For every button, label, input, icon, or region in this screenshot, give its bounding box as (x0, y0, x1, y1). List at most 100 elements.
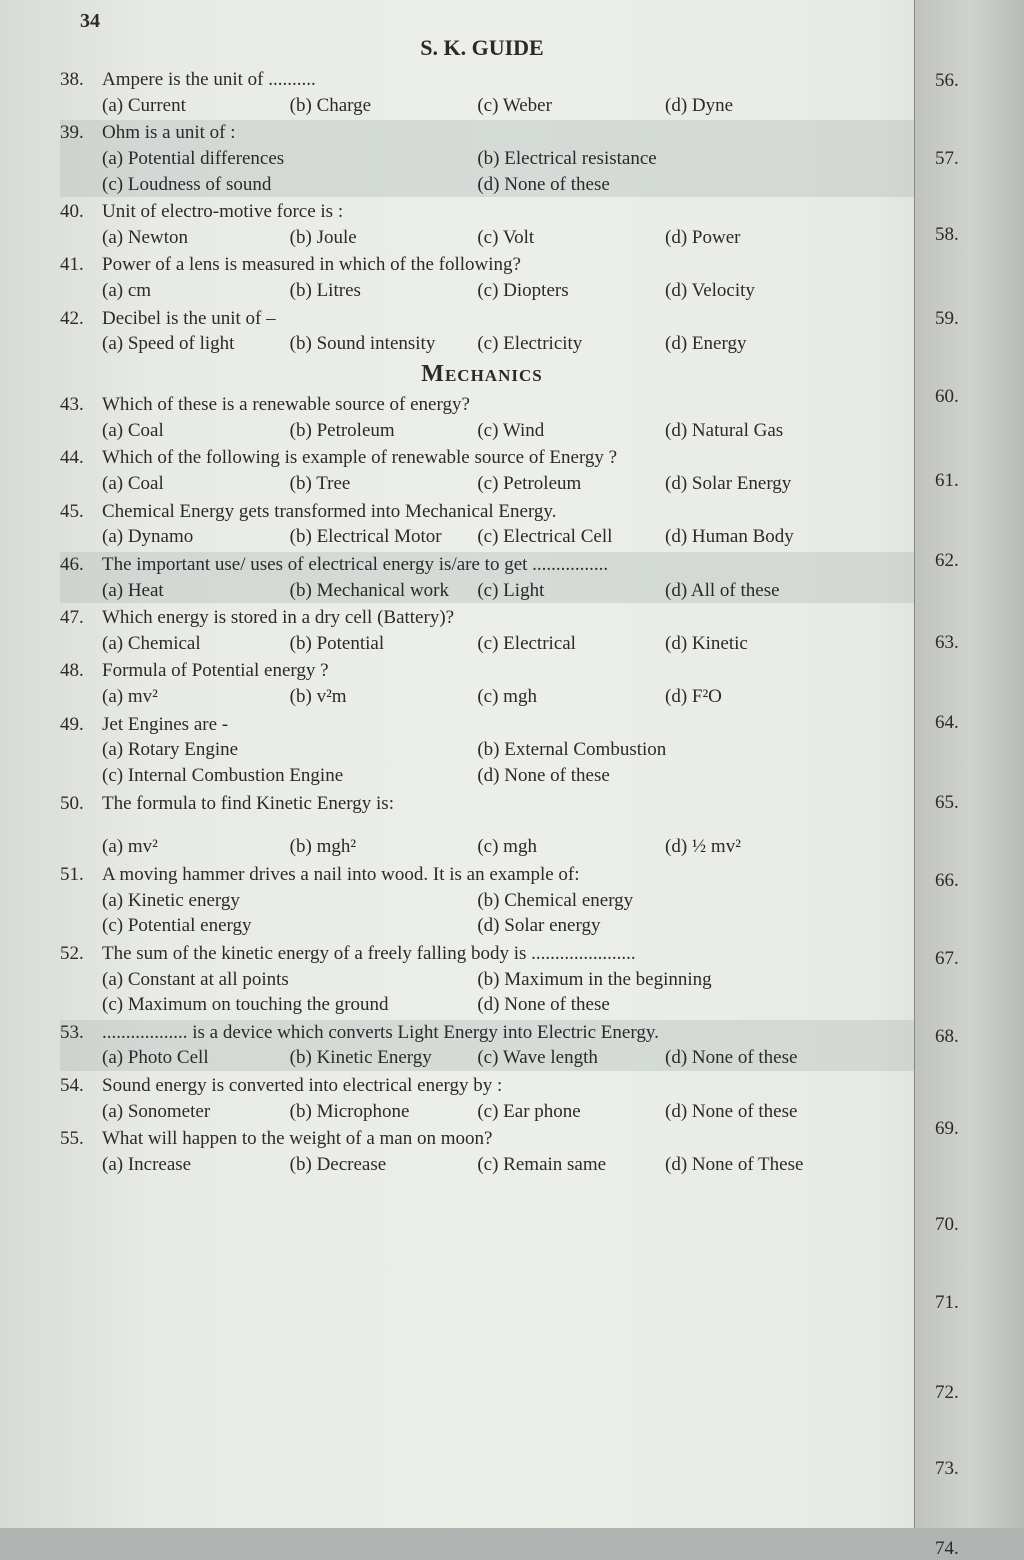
option: (b) Microphone (290, 1099, 478, 1125)
question-text: Ohm is a unit of : (102, 120, 884, 146)
options: (a) Heat(b) Mechanical work(c) Light(d) … (102, 578, 884, 604)
question-line: 42.Decibel is the unit of – (60, 306, 884, 332)
right-margin-number: 56. (915, 70, 1024, 92)
option: (c) Electricity (477, 331, 665, 357)
question-number: 44. (60, 445, 102, 471)
right-margin-number: 60. (915, 386, 1024, 408)
option: (a) mv² (102, 684, 290, 710)
option: (b) Maximum in the beginning (477, 967, 852, 993)
option: (c) Internal Combustion Engine (102, 763, 477, 789)
option: (d) None of These (665, 1152, 853, 1178)
question: 54.Sound energy is converted into electr… (60, 1073, 1004, 1124)
question-text: Which energy is stored in a dry cell (Ba… (102, 605, 884, 631)
option: (c) mgh (477, 684, 665, 710)
option: (c) Petroleum (477, 471, 665, 497)
question: 51.A moving hammer drives a nail into wo… (60, 862, 1004, 939)
options: (a) Speed of light(b) Sound intensity(c)… (102, 331, 884, 357)
option: (b) Litres (290, 278, 478, 304)
question-line: 41.Power of a lens is measured in which … (60, 252, 884, 278)
right-margin-number: 69. (915, 1118, 1024, 1140)
question-number: 48. (60, 658, 102, 684)
question-line: 50.The formula to find Kinetic Energy is… (60, 791, 884, 817)
option: (a) Coal (102, 471, 290, 497)
question: 48.Formula of Potential energy ?(a) mv²(… (60, 658, 1004, 709)
option: (b) Charge (290, 93, 478, 119)
question: 39.Ohm is a unit of :(a) Potential diffe… (60, 120, 1004, 197)
option: (d) None of these (477, 172, 852, 198)
option: (d) Power (665, 225, 853, 251)
right-margin-strip: 56.57.58.59.60.61.62.63.64.65.66.67.68.6… (914, 0, 1024, 1528)
option: (d) None of these (665, 1045, 853, 1071)
question-number: 39. (60, 120, 102, 146)
option: (c) Light (477, 578, 665, 604)
question-number: 43. (60, 392, 102, 418)
options: (a) Kinetic energy(b) Chemical energy(c)… (102, 888, 884, 939)
options: (a) Photo Cell(b) Kinetic Energy(c) Wave… (102, 1045, 884, 1071)
option: (b) Chemical energy (477, 888, 852, 914)
question-line: 48.Formula of Potential energy ? (60, 658, 884, 684)
question-number: 50. (60, 791, 102, 817)
question-line: 55.What will happen to the weight of a m… (60, 1126, 884, 1152)
right-margin-number: 57. (915, 148, 1024, 170)
option: (a) Coal (102, 418, 290, 444)
option: (c) Potential energy (102, 913, 477, 939)
question-text: Decibel is the unit of – (102, 306, 884, 332)
question-line: 40.Unit of electro-motive force is : (60, 199, 884, 225)
option: (a) Sonometer (102, 1099, 290, 1125)
option: (b) Tree (290, 471, 478, 497)
option: (d) Energy (665, 331, 853, 357)
options: (a) mv²(b) v²m(c) mgh(d) F²O (102, 684, 884, 710)
option: (b) Decrease (290, 1152, 478, 1178)
question: 40.Unit of electro-motive force is :(a) … (60, 199, 1004, 250)
option: (d) All of these (665, 578, 853, 604)
questions-block-2: 43.Which of these is a renewable source … (60, 392, 1004, 1178)
options: (a) Sonometer(b) Microphone(c) Ear phone… (102, 1099, 884, 1125)
question-line: 54.Sound energy is converted into electr… (60, 1073, 884, 1099)
option: (d) None of these (477, 992, 852, 1018)
question-line: 47.Which energy is stored in a dry cell … (60, 605, 884, 631)
question-text: The formula to find Kinetic Energy is: (102, 791, 884, 817)
question: 43.Which of these is a renewable source … (60, 392, 1004, 443)
question-text: Jet Engines are - (102, 712, 884, 738)
right-margin-number: 72. (915, 1382, 1024, 1404)
right-margin-number: 61. (915, 470, 1024, 492)
question-number: 54. (60, 1073, 102, 1099)
question-line: 39.Ohm is a unit of : (60, 120, 884, 146)
option: (c) Loudness of sound (102, 172, 477, 198)
option: (c) Wind (477, 418, 665, 444)
option: (a) Heat (102, 578, 290, 604)
option: (c) Diopters (477, 278, 665, 304)
question-text: The important use/ uses of electrical en… (102, 552, 884, 578)
option: (a) Potential differences (102, 146, 477, 172)
option: (a) Chemical (102, 631, 290, 657)
right-margin-number: 63. (915, 632, 1024, 654)
question: 41.Power of a lens is measured in which … (60, 252, 1004, 303)
right-margin-number: 67. (915, 948, 1024, 970)
questions-block-1: 38.Ampere is the unit of ..........(a) C… (60, 67, 1004, 357)
question-number: 47. (60, 605, 102, 631)
question-text: Chemical Energy gets transformed into Me… (102, 499, 884, 525)
question: 44.Which of the following is example of … (60, 445, 1004, 496)
option: (d) Natural Gas (665, 418, 853, 444)
option: (c) Ear phone (477, 1099, 665, 1125)
question-number: 45. (60, 499, 102, 525)
question-number: 40. (60, 199, 102, 225)
question-line: 52.The sum of the kinetic energy of a fr… (60, 941, 884, 967)
option: (a) Kinetic energy (102, 888, 477, 914)
option: (a) Dynamo (102, 524, 290, 550)
option: (b) Kinetic Energy (290, 1045, 478, 1071)
right-margin-number: 62. (915, 550, 1024, 572)
question-number: 41. (60, 252, 102, 278)
options: (a) Potential differences(b) Electrical … (102, 146, 884, 197)
option: (d) ½ mv² (665, 834, 853, 860)
options: (a) Dynamo(b) Electrical Motor(c) Electr… (102, 524, 884, 550)
question-line: 43.Which of these is a renewable source … (60, 392, 884, 418)
question-text: Which of the following is example of ren… (102, 445, 884, 471)
option: (c) Electrical Cell (477, 524, 665, 550)
right-margin-number: 66. (915, 870, 1024, 892)
question-line: 53................... is a device which … (60, 1020, 884, 1046)
question-text: .................. is a device which con… (102, 1020, 884, 1046)
question-number: 46. (60, 552, 102, 578)
question-number: 42. (60, 306, 102, 332)
question-number: 51. (60, 862, 102, 888)
